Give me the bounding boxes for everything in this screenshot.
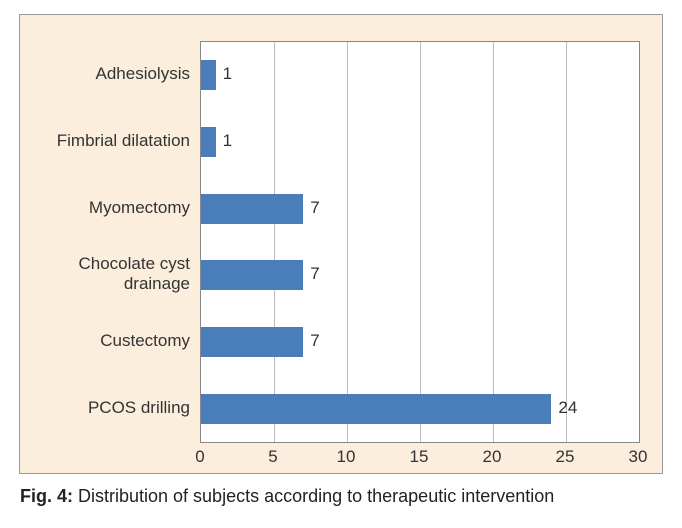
x-tick: 0 [195, 447, 204, 467]
figure-wrap: 0 5 10 15 20 25 30 1 Adhesiolysis 1 Fimbrial dilat… [0, 14, 682, 508]
category-label: Myomectomy [89, 198, 190, 218]
caption-prefix: Fig. 4: [20, 486, 73, 506]
x-tick: 5 [268, 447, 277, 467]
x-tick: 15 [410, 447, 429, 467]
figure-caption: Fig. 4: Distribution of subjects accordi… [20, 486, 662, 508]
bar-value-label: 1 [223, 131, 232, 151]
bar [201, 260, 303, 290]
bar-value-label: 7 [310, 331, 319, 351]
grid-line [420, 42, 421, 442]
x-tick: 20 [483, 447, 502, 467]
bar [201, 394, 551, 424]
category-label: PCOS drilling [88, 398, 190, 418]
x-tick: 10 [337, 447, 356, 467]
x-tick: 25 [556, 447, 575, 467]
grid-line [566, 42, 567, 442]
plot-area [200, 41, 640, 443]
bar-value-label: 7 [310, 198, 319, 218]
x-tick: 30 [629, 447, 648, 467]
bar [201, 60, 216, 90]
bar-value-label: 7 [310, 264, 319, 284]
bar [201, 194, 303, 224]
grid-line [347, 42, 348, 442]
category-label: Adhesiolysis [96, 64, 191, 84]
category-label: Chocolate cyst drainage [79, 254, 191, 293]
bar [201, 127, 216, 157]
category-label: Custectomy [100, 331, 190, 351]
chart-panel: 0 5 10 15 20 25 30 1 Adhesiolysis 1 Fimbrial dilat… [19, 14, 663, 474]
category-label: Fimbrial dilatation [57, 131, 190, 151]
bar [201, 327, 303, 357]
grid-line [493, 42, 494, 442]
bar-value-label: 24 [558, 398, 577, 418]
bar-value-label: 1 [223, 64, 232, 84]
grid-line [274, 42, 275, 442]
caption-text: Distribution of subjects according to th… [73, 486, 554, 506]
